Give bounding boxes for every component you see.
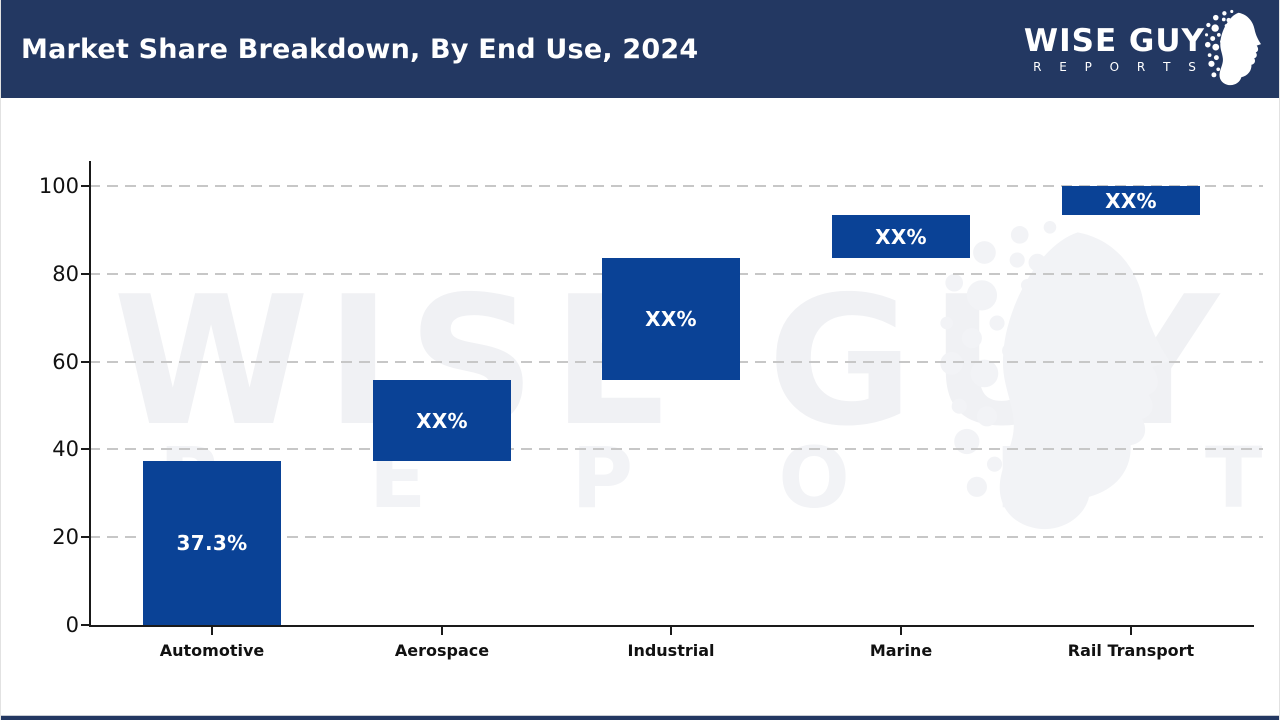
plot-area: WISE GUY R E P O R T S 020406080100Autom… [1, 98, 1279, 715]
y-tick-mark [81, 360, 89, 363]
x-tick-mark [900, 627, 902, 635]
y-tick-label: 100 [38, 174, 79, 198]
y-tick-label: 60 [52, 349, 79, 374]
y-tick-mark [81, 448, 89, 451]
bar-rail-transport: XX% [1062, 186, 1200, 216]
y-tick-label: 0 [65, 613, 79, 637]
y-tick-mark [81, 536, 89, 539]
x-tick-label-automotive: Automotive [159, 641, 265, 660]
y-tick-mark [81, 272, 89, 275]
y-tick-mark [81, 624, 89, 626]
x-tick-mark [441, 627, 443, 635]
logo-head-icon [1205, 9, 1261, 86]
gridline-40 [89, 448, 1263, 451]
x-tick-label-rail-transport: Rail Transport [1067, 641, 1195, 660]
bar-value-label: 37.3% [176, 531, 248, 556]
header: Market Share Breakdown, By End Use, 2024… [1, 0, 1279, 98]
bar-value-label: XX% [416, 408, 468, 433]
x-tick-mark [670, 627, 672, 635]
logo-wordmark: WISE GUY [1023, 22, 1205, 59]
bar-value-label: XX% [875, 224, 927, 249]
y-tick-label: 80 [52, 261, 79, 286]
y-tick-label: 20 [52, 525, 79, 550]
bar-industrial: XX% [602, 257, 740, 381]
bar-aerospace: XX% [373, 380, 511, 462]
x-tick-label-marine: Marine [869, 641, 933, 660]
bar-value-label: XX% [1105, 188, 1157, 213]
watermark-head-icon [940, 220, 1170, 530]
x-tick-mark [1130, 627, 1132, 635]
bar-marine: XX% [832, 215, 970, 258]
x-axis-spine [89, 625, 1254, 627]
y-tick-label: 40 [52, 437, 79, 462]
x-tick-label-aerospace: Aerospace [394, 641, 490, 660]
x-tick-mark [211, 627, 213, 635]
y-axis-spine [89, 161, 91, 627]
footer-accent-bar [1, 715, 1279, 720]
gridline-100 [89, 185, 1263, 187]
x-tick-label-industrial: Industrial [627, 641, 715, 660]
bar-automotive: 37.3% [143, 461, 281, 625]
chart-title: Market Share Breakdown, By End Use, 2024 [21, 33, 699, 65]
y-tick-mark [81, 185, 89, 187]
logo-subtitle: R E P O R T S [1033, 59, 1203, 74]
gridline-20 [89, 536, 1263, 539]
bar-value-label: XX% [645, 307, 697, 331]
wiseguy-logo: WISE GUY R E P O R T S [1024, 9, 1265, 89]
